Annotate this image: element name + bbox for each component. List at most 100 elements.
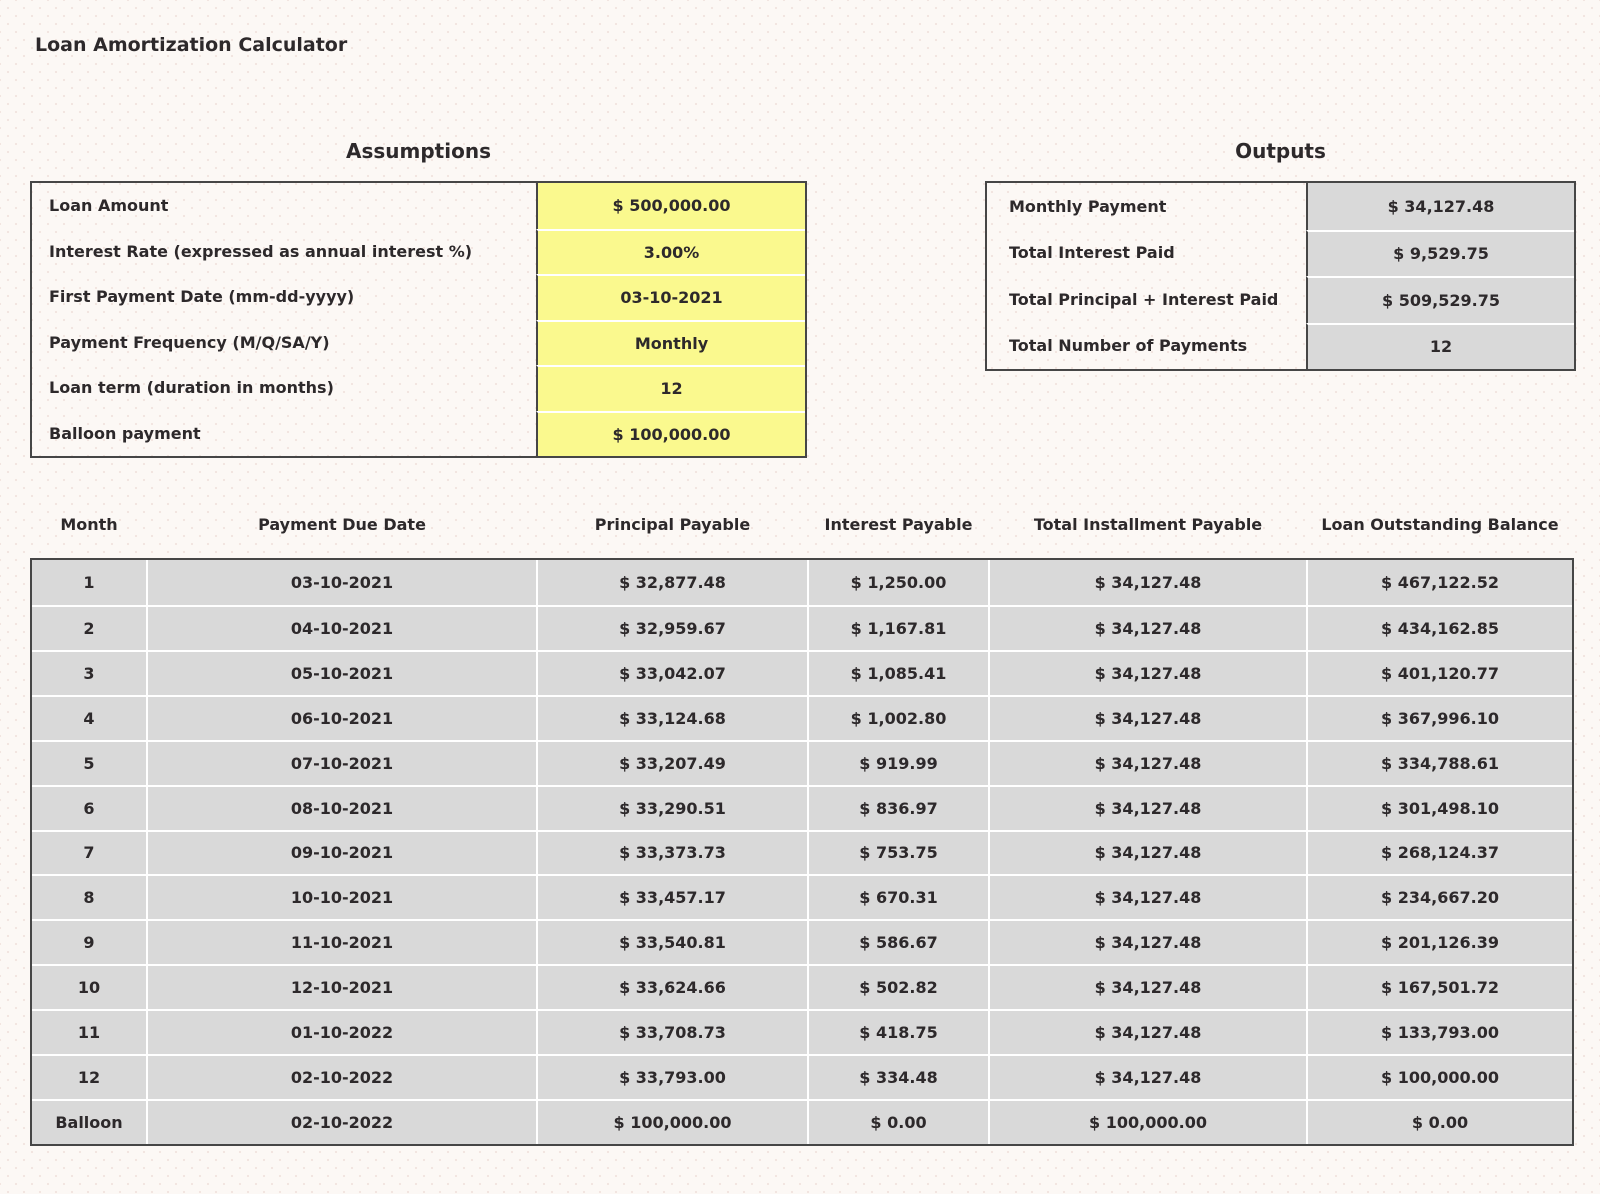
output-row: Total Interest Paid $ 9,529.75 [987,229,1574,276]
schedule-cell: $ 34,127.48 [988,604,1306,650]
schedule-cell: $ 268,124.37 [1306,829,1572,875]
schedule-cell: 2 [32,604,146,650]
schedule-cell: 04-10-2021 [146,604,536,650]
schedule-cell: $ 0.00 [807,1099,988,1144]
schedule-row: 2 04-10-2021 $ 32,959.67 $ 1,167.81 $ 34,127… [32,604,1572,650]
schedule-cell: $ 133,793.00 [1306,1009,1572,1055]
schedule-row: 8 10-10-2021 $ 33,457.17 $ 670.31 $ 34,127.4… [32,874,1572,920]
assumption-row: First Payment Date (mm-dd-yyyy) 03-10-202… [32,274,805,320]
schedule-cell: $ 367,996.10 [1306,694,1572,740]
schedule-header-row: Month Payment Due Date Principal Payable In… [30,503,1574,545]
assumption-label: Loan Amount [49,196,169,216]
schedule-cell: $ 33,540.81 [536,919,807,965]
assumption-row: Balloon payment $ 100,000.00 [32,410,805,456]
schedule-row: 4 06-10-2021 $ 33,124.68 $ 1,002.80 $ 34,127… [32,694,1572,740]
schedule-cell: $ 33,624.66 [536,964,807,1010]
schedule-cell: $ 34,127.48 [988,919,1306,965]
assumption-value-cell[interactable]: 03-10-2021 [536,274,805,320]
schedule-cell: $ 919.99 [807,739,988,785]
schedule-row: 12 02-10-2022 $ 33,793.00 $ 334.48 $ 34,127.… [32,1054,1572,1100]
output-label: Total Interest Paid [1009,243,1175,263]
schedule-cell: 8 [32,874,146,920]
schedule-cell: 3 [32,649,146,695]
output-row: Total Number of Payments 12 [987,322,1574,369]
schedule-cell: $ 167,501.72 [1306,964,1572,1010]
schedule-row: 5 07-10-2021 $ 33,207.49 $ 919.99 $ 34,127.4… [32,739,1572,785]
schedule-cell: 11 [32,1009,146,1055]
schedule-cell: 02-10-2022 [146,1054,536,1100]
schedule-cell: 05-10-2021 [146,649,536,695]
schedule-cell: 12-10-2021 [146,964,536,1010]
schedule-cell: 6 [32,784,146,830]
schedule-cell: $ 201,126.39 [1306,919,1572,965]
schedule-row: 11 01-10-2022 $ 33,708.73 $ 418.75 $ 34,127.… [32,1009,1572,1055]
schedule-cell: $ 34,127.48 [988,694,1306,740]
schedule-cell: 4 [32,694,146,740]
schedule-cell: $ 34,127.48 [988,784,1306,830]
output-row: Total Principal + Interest Paid $ 509,529… [987,276,1574,323]
schedule-cell: $ 100,000.00 [988,1099,1306,1144]
output-label: Total Number of Payments [1009,336,1248,356]
schedule-cell: 02-10-2022 [146,1099,536,1144]
schedule-cell: Balloon [32,1099,146,1144]
schedule-column-header: Payment Due Date [258,514,426,534]
schedule-cell: $ 34,127.48 [988,739,1306,785]
schedule-row: Balloon 02-10-2022 $ 100,000.00 $ 0.00 $ 100… [32,1099,1572,1144]
output-value-cell: $ 509,529.75 [1306,276,1574,323]
assumption-label: Loan term (duration in months) [49,378,334,398]
assumption-value-cell[interactable]: 3.00% [536,228,805,274]
schedule-cell: $ 301,498.10 [1306,784,1572,830]
page-title: Loan Amortization Calculator [35,34,348,56]
schedule-cell: $ 33,793.00 [536,1054,807,1100]
schedule-cell: $ 1,085.41 [807,649,988,695]
schedule-cell: $ 33,373.73 [536,829,807,875]
assumption-value-cell[interactable]: Monthly [536,319,805,365]
schedule-cell: $ 32,877.48 [536,560,807,605]
schedule-cell: 12 [32,1054,146,1100]
schedule-cell: $ 34,127.48 [988,1054,1306,1100]
schedule-cell: $ 34,127.48 [988,649,1306,695]
schedule-cell: $ 0.00 [1306,1099,1572,1144]
schedule-cell: 10 [32,964,146,1010]
assumption-value-cell[interactable]: 12 [536,365,805,411]
assumption-value-cell[interactable]: $ 500,000.00 [536,183,805,229]
assumption-label: Interest Rate (expressed as annual inter… [49,241,473,261]
assumption-label: First Payment Date (mm-dd-yyyy) [49,287,355,307]
schedule-row: 1 03-10-2021 $ 32,877.48 $ 1,250.00 $ 34,127… [32,560,1572,605]
schedule-cell: $ 670.31 [807,874,988,920]
schedule-cell: 01-10-2022 [146,1009,536,1055]
assumption-row: Loan term (duration in months) 12 [32,365,805,411]
schedule-column-header: Interest Payable [824,514,973,534]
output-value-cell: 12 [1306,322,1574,369]
schedule-cell: $ 586.67 [807,919,988,965]
schedule-cell: $ 100,000.00 [1306,1054,1572,1100]
schedule-cell: $ 1,250.00 [807,560,988,605]
output-label: Monthly Payment [1009,196,1167,216]
assumption-row: Payment Frequency (M/Q/SA/Y) Monthly [32,319,805,365]
schedule-cell: $ 33,124.68 [536,694,807,740]
schedule-cell: 9 [32,919,146,965]
schedule-row: 7 09-10-2021 $ 33,373.73 $ 753.75 $ 34,127.4… [32,829,1572,875]
output-value-cell: $ 9,529.75 [1306,229,1574,276]
schedule-cell: $ 33,042.07 [536,649,807,695]
schedule-cell: $ 401,120.77 [1306,649,1572,695]
schedule-cell: $ 33,207.49 [536,739,807,785]
schedule-column-header: Month [60,514,118,534]
schedule-cell: $ 502.82 [807,964,988,1010]
schedule-row: 10 12-10-2021 $ 33,624.66 $ 502.82 $ 34,127.… [32,964,1572,1010]
schedule-column-header: Loan Outstanding Balance [1321,514,1559,534]
assumption-value-cell[interactable]: $ 100,000.00 [536,410,805,456]
assumptions-heading: Assumptions [346,139,491,163]
output-value-cell: $ 34,127.48 [1306,183,1574,230]
outputs-table: Monthly Payment $ 34,127.48 Total Interest… [985,181,1576,371]
output-label: Total Principal + Interest Paid [1009,289,1279,309]
schedule-cell: $ 34,127.48 [988,1009,1306,1055]
schedule-cell: 1 [32,560,146,605]
schedule-cell: $ 34,127.48 [988,964,1306,1010]
schedule-cell: $ 34,127.48 [988,874,1306,920]
schedule-cell: $ 753.75 [807,829,988,875]
schedule-cell: 5 [32,739,146,785]
schedule-cell: $ 1,167.81 [807,604,988,650]
schedule-cell: 03-10-2021 [146,560,536,605]
schedule-cell: $ 33,457.17 [536,874,807,920]
